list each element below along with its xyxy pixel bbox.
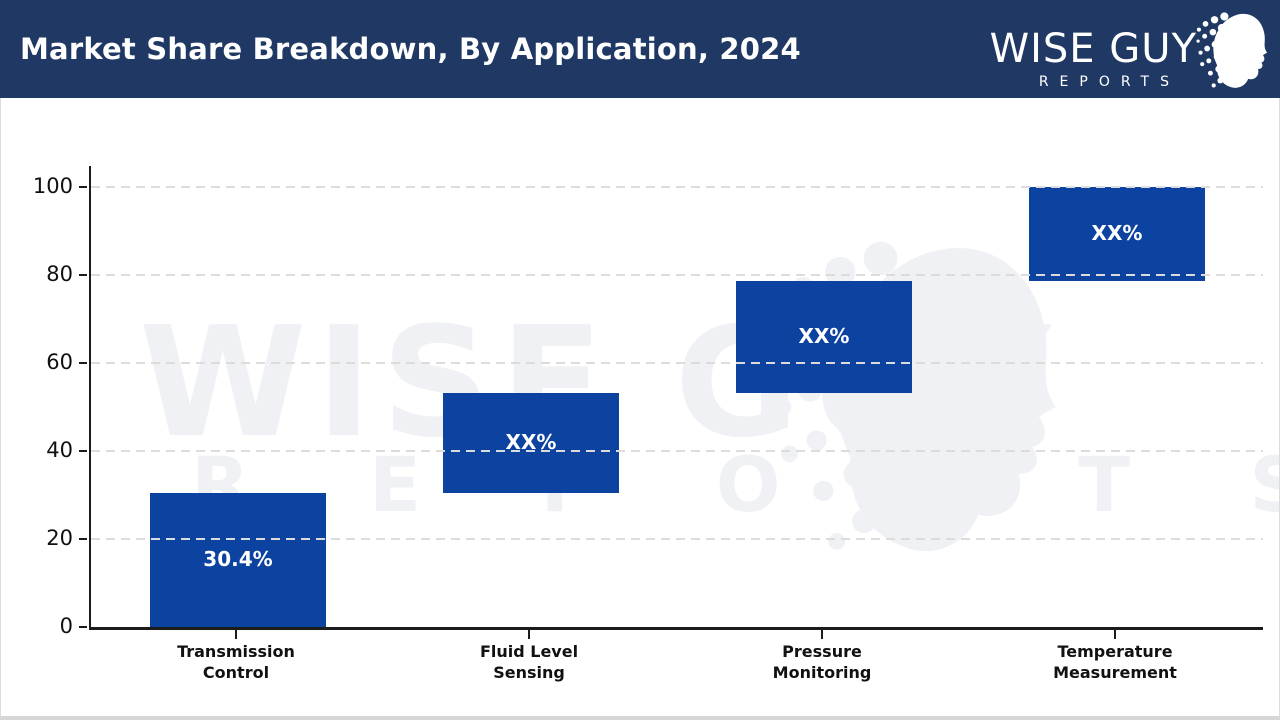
gridline-100 — [91, 186, 1263, 188]
y-tick-label: 60 — [46, 350, 73, 374]
x-tick-mark — [235, 630, 237, 639]
bar-segment-pressure-monitoring: XX% — [736, 281, 912, 393]
watermark-reports: R E P O R T S — [191, 440, 1280, 529]
header-bar: Market Share Breakdown, By Application, … — [0, 0, 1280, 98]
gridline-80 — [91, 274, 1263, 276]
y-tick-label: 20 — [46, 526, 73, 550]
page-title: Market Share Breakdown, By Application, … — [20, 32, 801, 66]
y-tick-mark — [79, 538, 87, 540]
y-tick-label: 100 — [32, 174, 73, 198]
gridline-20 — [91, 538, 1263, 540]
y-tick-mark — [79, 450, 87, 452]
plot-area: 30.4% XX% XX% XX% — [89, 166, 1263, 630]
y-tick-label: 80 — [46, 262, 73, 286]
x-category-label: Transmission Control — [177, 642, 295, 682]
y-tick-mark — [79, 626, 87, 628]
x-tick-mark — [528, 630, 530, 639]
x-category-label: Pressure Monitoring — [772, 642, 872, 682]
y-tick-mark — [79, 362, 87, 364]
x-tick-mark — [821, 630, 823, 639]
y-tick-mark — [79, 186, 87, 188]
bar-segment-fluid-level-sensing: XX% — [443, 393, 619, 493]
x-category-label: Fluid Level Sensing — [479, 642, 579, 682]
bar-value-label: 30.4% — [203, 547, 273, 572]
logo-wordmark: WISE GUY — [989, 26, 1197, 72]
x-category-label: Temperature Measurement — [1053, 642, 1177, 682]
bottom-strip — [0, 716, 1280, 720]
gridline-60 — [91, 362, 1263, 364]
bar-value-label: XX% — [798, 324, 850, 349]
x-tick-mark — [1114, 630, 1116, 639]
bar-value-label: XX% — [1091, 221, 1143, 246]
y-tick-mark — [79, 274, 87, 276]
y-tick-label: 40 — [46, 438, 73, 462]
logo: WISE GUY REPORTS — [990, 2, 1272, 96]
gridline-40 — [91, 450, 1263, 452]
logo-head-icon — [1196, 12, 1268, 88]
bar-segment-transmission-control: 30.4% — [150, 493, 326, 627]
bar-segment-temperature-measurement: XX% — [1029, 187, 1205, 281]
y-tick-label: 0 — [59, 614, 73, 638]
logo-reports-text: REPORTS — [1038, 74, 1180, 90]
